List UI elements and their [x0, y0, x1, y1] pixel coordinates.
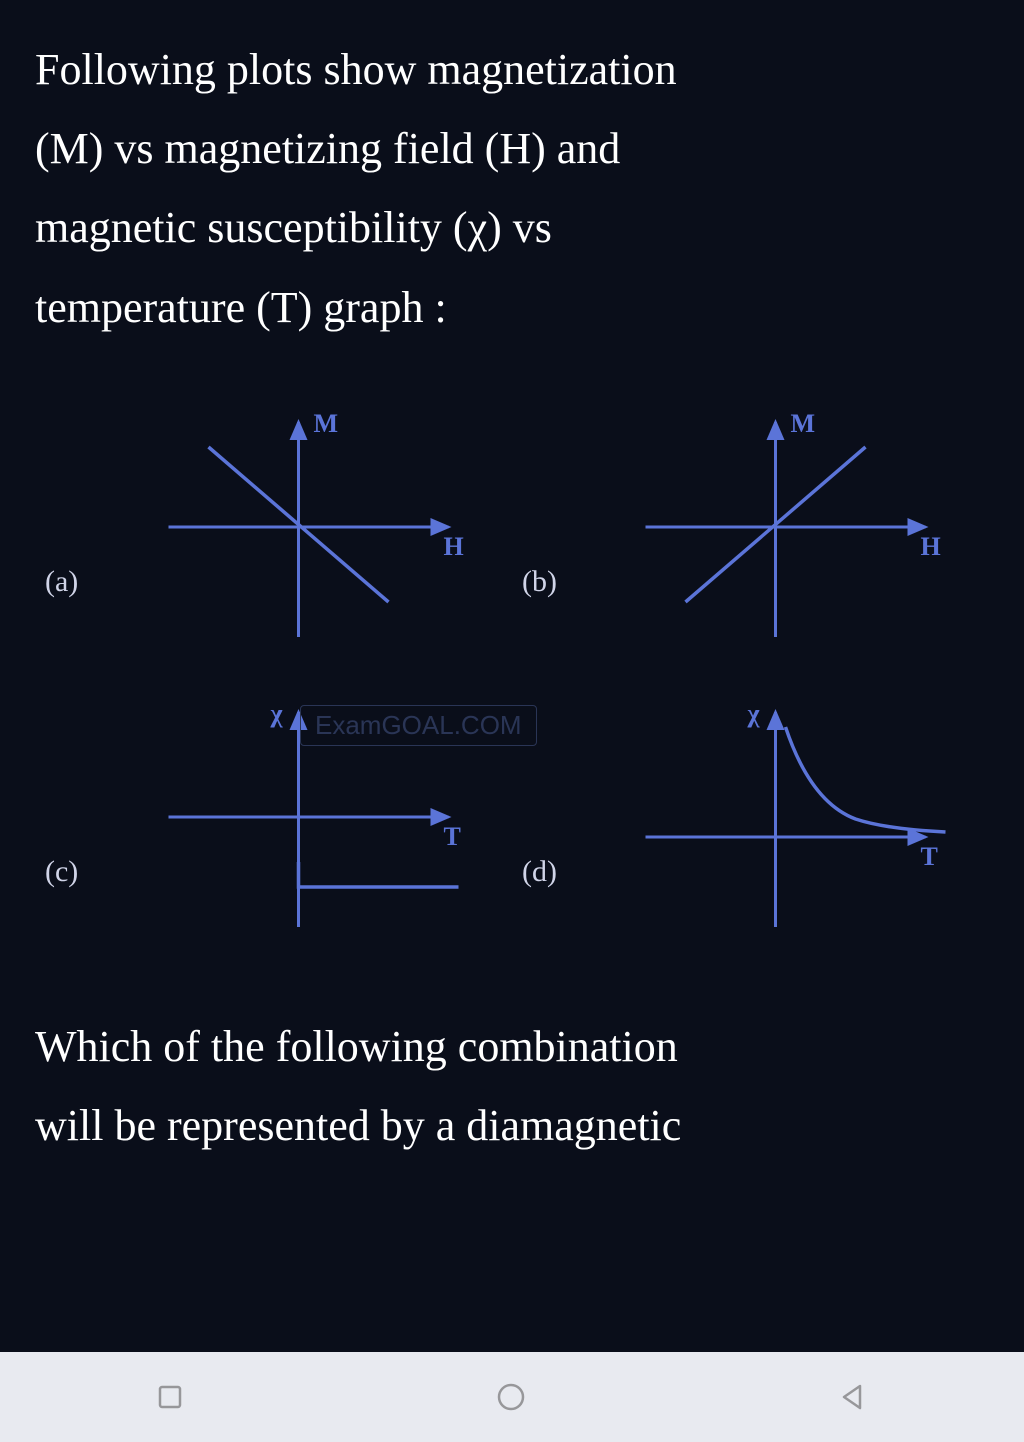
q-line-3: magnetic susceptibility (χ) vs [35, 203, 552, 252]
a-line-2: will be represented by a diamagnetic [35, 1101, 681, 1150]
figure-c-plot: χ T [115, 687, 502, 947]
figure-b-label: (b) [522, 455, 577, 599]
fig-d-y-label: χ [747, 699, 761, 728]
fig-c-curve [299, 862, 459, 887]
question-text: Following plots show magnetization (M) v… [35, 30, 989, 347]
figure-b: (b) M H [522, 397, 979, 657]
fig-c-y-label: χ [270, 699, 284, 728]
back-icon[interactable] [836, 1380, 870, 1414]
answer-text: Which of the following combination will … [35, 1007, 989, 1165]
question-container: Following plots show magnetization (M) v… [0, 0, 1024, 1195]
figure-c-label: (c) [45, 745, 100, 889]
android-nav-bar [0, 1352, 1024, 1442]
recent-apps-icon[interactable] [154, 1381, 186, 1413]
fig-b-y-label: M [791, 409, 816, 438]
a-line-1: Which of the following combination [35, 1022, 678, 1071]
q-line-1: Following plots show magnetization [35, 45, 677, 94]
figure-a-plot: M H [115, 397, 502, 657]
home-icon[interactable] [494, 1380, 528, 1414]
figure-b-plot: M H [592, 397, 979, 657]
fig-d-x-label: T [921, 842, 938, 871]
fig-b-x-label: H [921, 532, 941, 561]
q-line-2: (M) vs magnetizing field (H) and [35, 124, 620, 173]
fig-d-curve [786, 727, 946, 832]
q-line-4: temperature (T) graph : [35, 283, 447, 332]
figure-a: (a) M H [45, 397, 502, 657]
fig-a-y-label: M [314, 409, 339, 438]
figures-grid: (a) M H [35, 397, 989, 947]
figure-c: (c) χ T [45, 687, 502, 947]
fig-a-x-label: H [444, 532, 464, 561]
figure-d-plot: χ T [592, 687, 979, 947]
figure-a-label: (a) [45, 455, 100, 599]
figure-d: (d) χ T [522, 687, 979, 947]
figure-d-label: (d) [522, 745, 577, 889]
fig-c-x-label: T [444, 822, 461, 851]
